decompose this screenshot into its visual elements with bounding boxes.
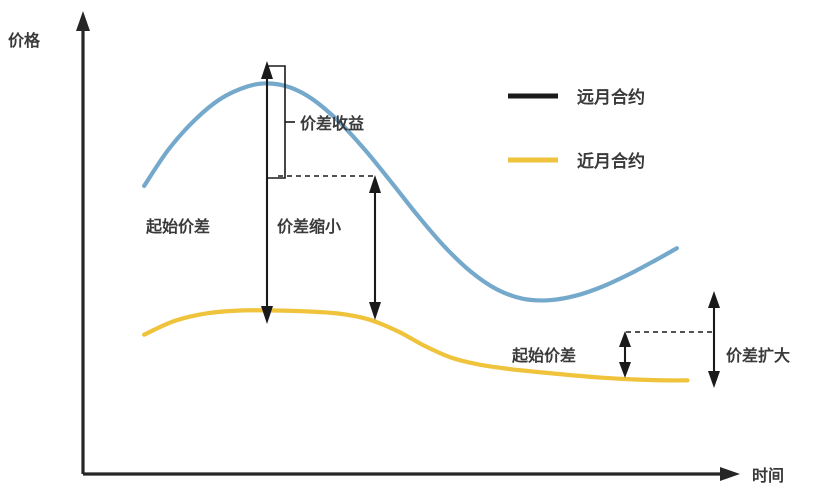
- initial-spread-right-label: 起始价差: [511, 346, 576, 365]
- initial-spread-left-arrowhead-bottom: [261, 306, 273, 324]
- annotation-initial-spread-right: 起始价差: [511, 331, 631, 378]
- spread-profit-label: 价差收益: [300, 114, 364, 133]
- initial-spread-left-arrowhead-top: [261, 61, 273, 79]
- initial-spread-right-arrowhead-top: [619, 331, 631, 347]
- annotation-initial-spread-left: 起始价差: [145, 61, 273, 324]
- annotation-spread-profit: 价差收益: [268, 65, 364, 179]
- series-group: [142, 81, 690, 383]
- y-axis-arrowhead: [76, 11, 90, 31]
- annotation-spread-narrow: 价差缩小: [277, 175, 381, 320]
- initial-spread-right-arrowhead-bottom: [619, 362, 631, 378]
- spread-narrow-label: 价差缩小: [277, 217, 341, 236]
- series-line-far-month: [142, 81, 680, 303]
- legend-item-far-month[interactable]: 远月合约: [508, 87, 645, 107]
- axes-group: [76, 11, 740, 481]
- initial-spread-left-label: 起始价差: [145, 217, 210, 236]
- spread-widen-arrowhead-bottom: [708, 371, 720, 388]
- y-axis-label: 价格: [8, 31, 41, 50]
- spread-widen-label: 价差扩大: [726, 346, 790, 365]
- legend-label-far-month: 远月合约: [577, 87, 645, 107]
- legend-label-near-month: 近月合约: [577, 151, 645, 171]
- spread-widen-arrowhead-top: [708, 291, 720, 308]
- x-axis-label: 时间: [752, 466, 784, 485]
- x-axis-arrowhead: [720, 467, 740, 481]
- series-line-near-month: [142, 308, 690, 383]
- legend-item-near-month[interactable]: 近月合约: [508, 151, 645, 171]
- spread-narrow-arrowhead-bottom: [369, 302, 381, 320]
- spread-narrow-arrowhead-top: [369, 175, 381, 193]
- annotation-spread-widen: 价差扩大: [708, 291, 790, 388]
- legend: 远月合约 近月合约: [508, 87, 645, 171]
